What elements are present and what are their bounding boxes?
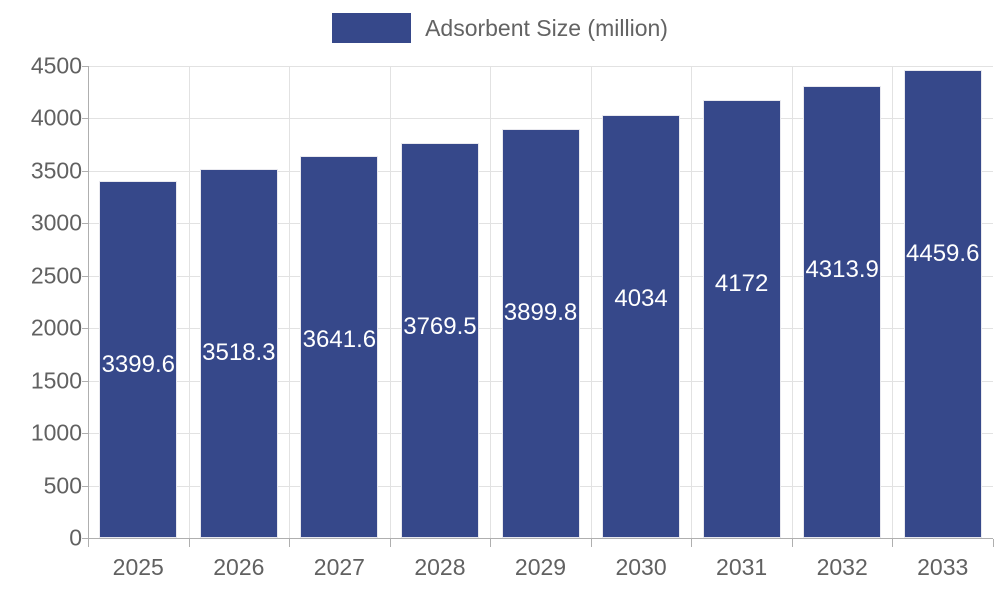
y-axis-tick-mark: [82, 485, 89, 487]
x-axis-tick-mark: [792, 539, 793, 547]
gridline-vertical: [591, 66, 592, 538]
x-axis-tick-mark: [189, 539, 190, 547]
bar[interactable]: [501, 128, 580, 538]
y-axis-tick-mark: [82, 170, 89, 172]
chart-legend: Adsorbent Size (million): [0, 0, 1000, 56]
bar[interactable]: [602, 114, 681, 538]
x-axis-tick-label: 2025: [112, 554, 164, 580]
bar[interactable]: [300, 156, 379, 538]
x-axis-tick-mark: [390, 539, 391, 547]
x-axis-line: [88, 538, 993, 539]
y-axis-ticks: 0 500 1000 1500 2000 2500 3000 3500 4000 4500: [0, 0, 82, 600]
bar[interactable]: [199, 168, 278, 538]
gridline-vertical: [490, 66, 491, 538]
gridline-vertical: [691, 66, 692, 538]
y-axis-tick-label: 2000: [30, 314, 82, 341]
gridline-vertical: [390, 66, 391, 538]
y-axis-tick-mark: [82, 223, 89, 225]
y-axis-tick-label: 3000: [30, 209, 82, 236]
y-axis-tick-label: 2500: [30, 262, 82, 289]
y-axis-tick-mark: [82, 66, 89, 67]
y-axis-tick-mark: [82, 275, 89, 277]
y-axis-tick-mark: [82, 538, 89, 539]
bar[interactable]: [702, 100, 781, 538]
x-axis-tick-label: 2033: [917, 554, 969, 580]
bar[interactable]: [803, 85, 882, 538]
legend-item-adsorbent-size[interactable]: Adsorbent Size (million): [332, 13, 668, 43]
y-axis-tick-label: 3500: [30, 157, 82, 184]
y-axis-tick-label: 1500: [30, 367, 82, 394]
gridline-horizontal: [88, 118, 993, 120]
x-axis-tick-mark: [490, 539, 491, 547]
x-axis-tick-mark: [993, 539, 994, 547]
x-axis-tick-mark: [892, 539, 893, 547]
y-axis-line: [88, 66, 89, 539]
x-axis-tick-label: 2027: [313, 554, 365, 580]
gridline-horizontal: [88, 66, 993, 67]
gridline-vertical: [289, 66, 290, 538]
gridline-vertical: [892, 66, 893, 538]
y-axis-tick-mark: [82, 380, 89, 382]
x-axis-tick-mark: [691, 539, 692, 547]
y-axis-tick-label: 500: [43, 472, 82, 499]
bar[interactable]: [99, 181, 178, 538]
gridline-vertical: [792, 66, 793, 538]
y-axis-tick-mark: [82, 118, 89, 120]
y-axis-tick-mark: [82, 328, 89, 330]
y-axis-tick-label: 4000: [30, 104, 82, 131]
y-axis-tick-label: 0: [69, 524, 82, 551]
gridline-vertical: [189, 66, 190, 538]
y-axis-tick-mark: [82, 433, 89, 435]
x-axis-tick-label: 2029: [514, 554, 567, 580]
y-axis-tick-label: 4500: [30, 52, 82, 79]
x-axis-tick-mark: [289, 539, 290, 547]
legend-label: Adsorbent Size (million): [425, 14, 668, 41]
x-axis-tick-label: 2028: [414, 554, 466, 580]
y-axis-tick-label: 1000: [30, 419, 82, 446]
x-axis-tick-mark: [88, 539, 89, 547]
bar[interactable]: [400, 142, 479, 538]
x-axis-tick-label: 2026: [213, 554, 265, 580]
x-axis-tick-label: 2032: [816, 554, 868, 580]
legend-color-swatch: [332, 13, 412, 43]
x-axis-tick-label: 2030: [615, 554, 667, 580]
x-axis-tick-mark: [591, 539, 592, 547]
bar[interactable]: [903, 70, 982, 538]
x-axis-tick-label: 2031: [716, 554, 768, 580]
